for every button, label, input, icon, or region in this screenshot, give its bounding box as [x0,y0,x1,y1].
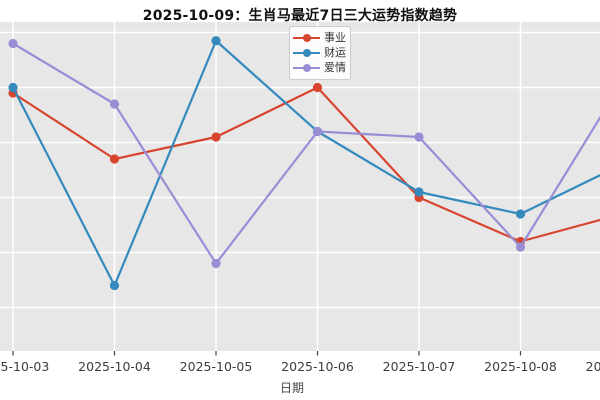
legend-item-wealth: 财运 [293,46,346,60]
data-point-财运-2025-10-08 [515,209,526,219]
data-point-爱情-2025-10-03 [8,38,18,49]
data-point-爱情-2025-10-04 [109,99,120,109]
data-point-事业-2025-10-04 [109,154,120,164]
legend-label-love: 爱情 [324,61,346,74]
legend-label-career: 事业 [324,31,346,44]
data-point-爱情-2025-10-07 [414,132,424,142]
legend-marker-icon [302,64,311,72]
data-point-财运-2025-10-04 [109,280,120,291]
legend-item-career: 事业 [293,31,346,45]
x-tick-label: 2025-10-09 [586,359,600,374]
data-point-事业-2025-10-06 [312,82,323,93]
x-axis-label: 日期 [279,381,305,395]
chart-title: 2025-10-09：生肖马最近7日三大运势指数趋势 [142,8,458,24]
chart-legend: 事业 财运 爱情 [289,26,351,80]
legend-marker-icon [302,49,311,57]
data-point-爱情-2025-10-06 [312,126,323,137]
x-tick-label: 2025-10-06 [281,359,354,374]
x-tick-label: 2025-10-08 [484,359,557,374]
legend-item-love: 爱情 [293,61,346,75]
legend-line-sample-career [293,34,320,42]
legend-line-sample-wealth [293,49,320,57]
x-tick-label: 2025-10-05 [180,359,253,374]
x-tick-label: 2025-10-07 [383,359,456,374]
data-point-爱情-2025-10-05 [211,258,221,269]
legend-label-wealth: 财运 [324,46,346,59]
data-point-事业-2025-10-05 [211,132,221,142]
data-point-爱情-2025-10-08 [515,242,526,252]
legend-line-sample-love [293,64,320,72]
data-point-财运-2025-10-05 [211,36,221,46]
data-point-财运-2025-10-07 [414,187,424,197]
legend-marker-icon [302,34,311,42]
x-tick-label: 2025-10-04 [78,359,151,374]
x-tick-label: 2025-10-03 [0,359,49,374]
data-point-财运-2025-10-03 [8,82,18,93]
